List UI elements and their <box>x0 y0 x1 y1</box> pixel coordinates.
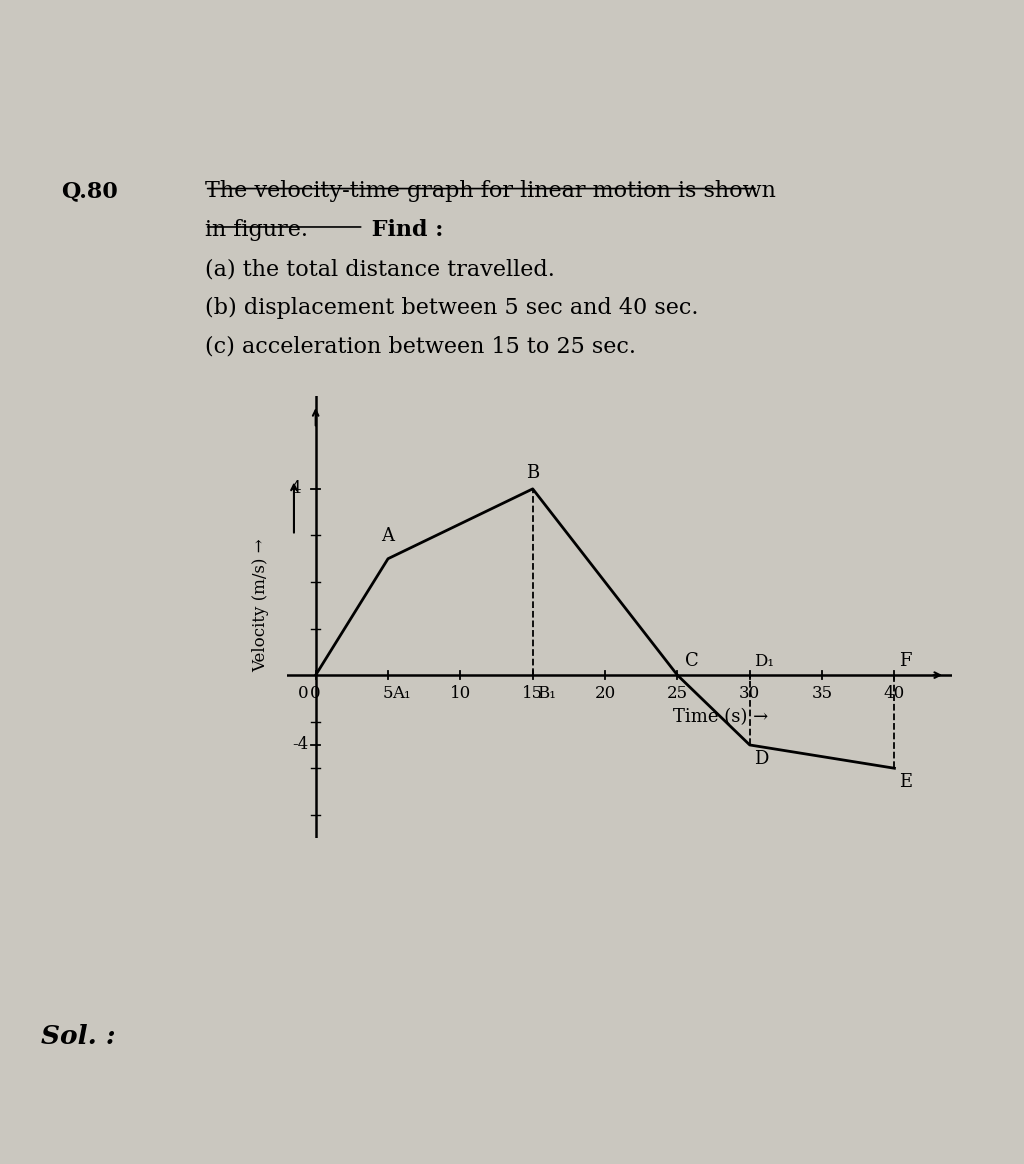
Text: 20: 20 <box>594 686 615 702</box>
Text: Time (s) →: Time (s) → <box>673 708 768 725</box>
Text: F: F <box>899 653 911 670</box>
Text: 0: 0 <box>310 686 321 702</box>
Text: Q.80: Q.80 <box>61 180 118 203</box>
Text: 25: 25 <box>667 686 688 702</box>
Text: 4: 4 <box>291 481 301 497</box>
Text: -4: -4 <box>292 737 308 753</box>
Text: Sol. :: Sol. : <box>41 1024 116 1049</box>
Text: B₁: B₁ <box>537 686 556 702</box>
Text: Find :: Find : <box>364 219 443 241</box>
Text: B: B <box>526 464 540 482</box>
Text: D: D <box>754 750 768 767</box>
Text: 30: 30 <box>739 686 761 702</box>
Text: (a) the total distance travelled.: (a) the total distance travelled. <box>205 258 555 281</box>
Text: 35: 35 <box>812 686 833 702</box>
Text: in figure.: in figure. <box>205 219 308 241</box>
Text: E: E <box>899 773 912 790</box>
Text: 15: 15 <box>522 686 544 702</box>
Text: The velocity-time graph for linear motion is shown: The velocity-time graph for linear motio… <box>205 180 775 203</box>
Text: A: A <box>382 527 394 545</box>
Text: 5: 5 <box>383 686 393 702</box>
Text: Velocity (m/s) →: Velocity (m/s) → <box>252 539 269 672</box>
Text: A₁: A₁ <box>392 686 411 702</box>
Text: (c) acceleration between 15 to 25 sec.: (c) acceleration between 15 to 25 sec. <box>205 335 636 357</box>
Text: 0: 0 <box>298 686 308 702</box>
Text: D₁: D₁ <box>754 653 774 670</box>
Text: 40: 40 <box>884 686 905 702</box>
Text: C: C <box>685 653 698 670</box>
Text: 10: 10 <box>450 686 471 702</box>
Text: (b) displacement between 5 sec and 40 sec.: (b) displacement between 5 sec and 40 se… <box>205 297 698 319</box>
